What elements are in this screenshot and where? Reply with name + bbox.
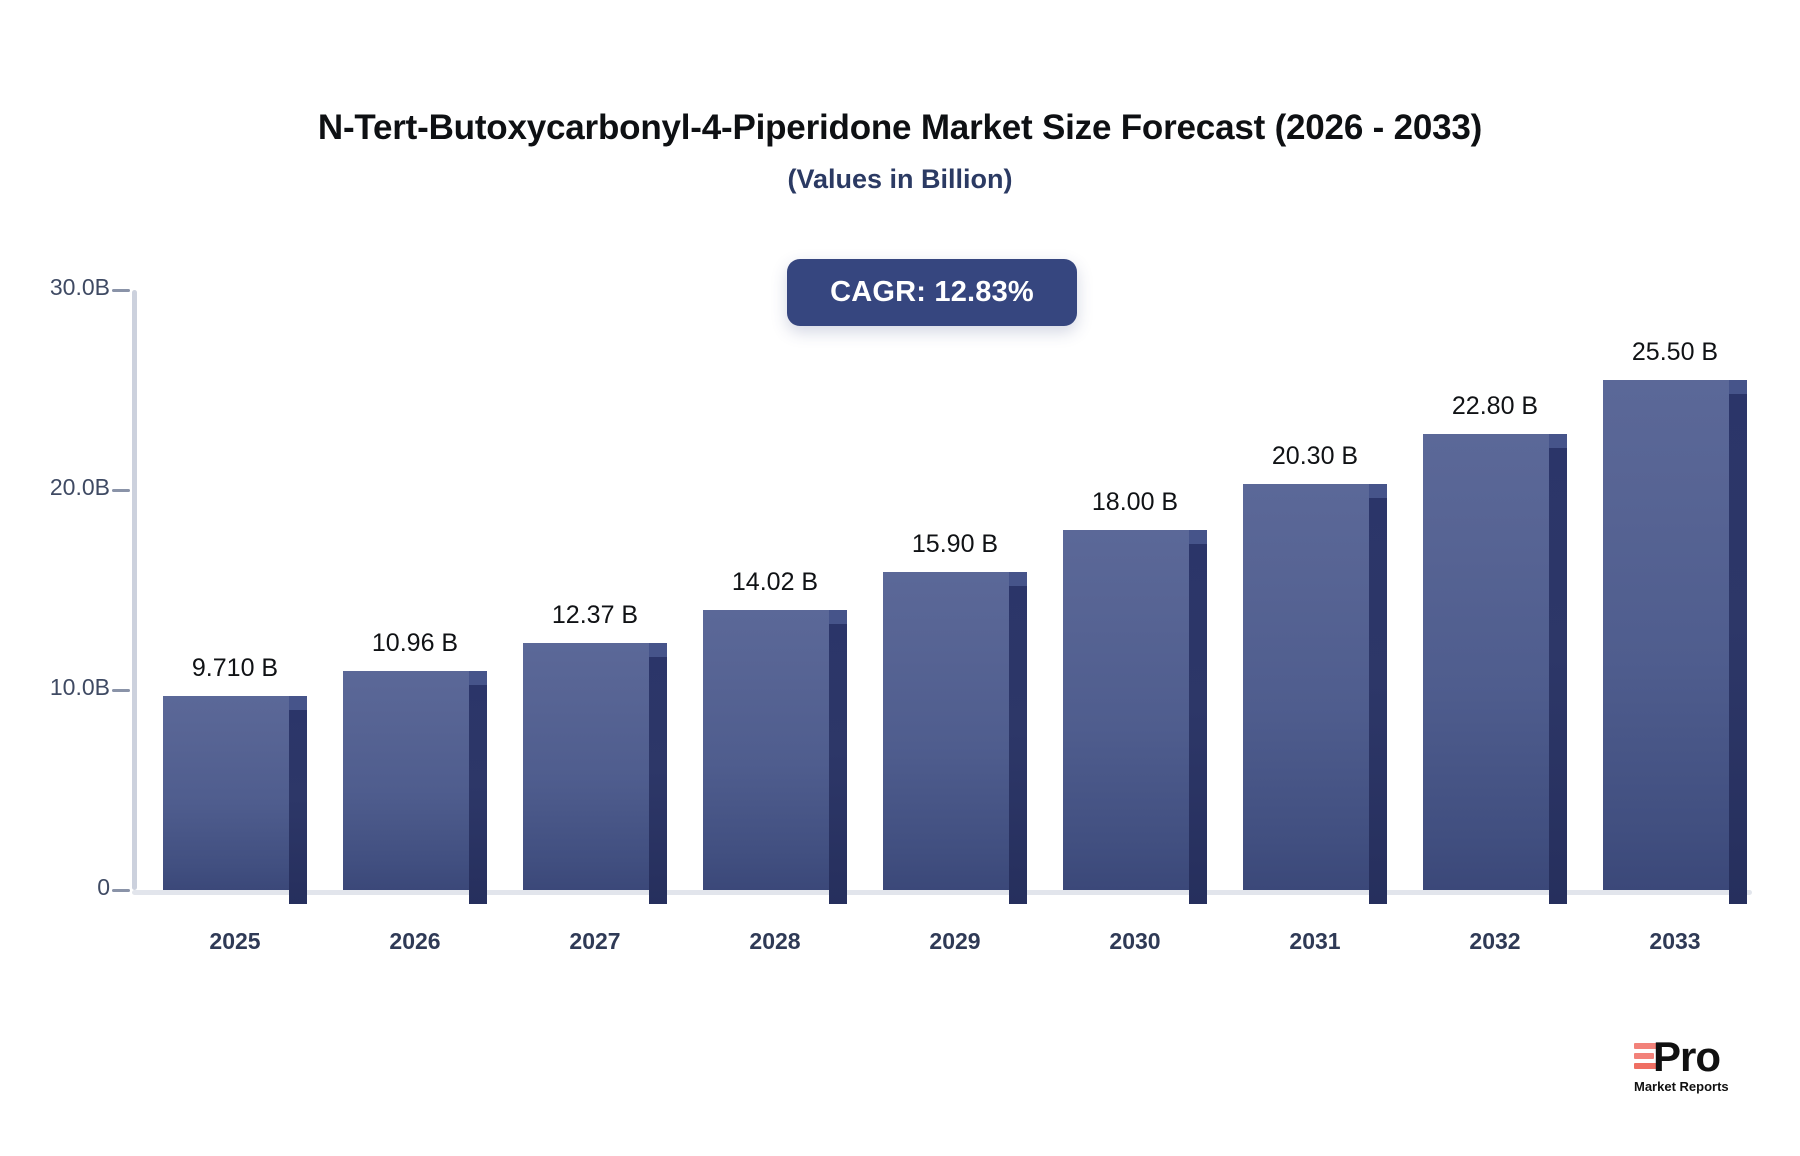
y-axis-tick-label: 0 (97, 874, 110, 900)
x-axis-tick-label: 2026 (389, 928, 441, 954)
bar (343, 670, 487, 904)
bar (1063, 530, 1207, 904)
bar-side-face (469, 684, 487, 904)
bar (883, 572, 1027, 904)
bar (703, 609, 847, 904)
page-title: N-Tert-Butoxycarbonyl-4-Piperidone Marke… (317, 108, 1483, 147)
bar-side-face (1549, 448, 1567, 904)
x-axis-tick-label: 2025 (209, 928, 261, 954)
bar-top-face (829, 609, 847, 624)
plot-area: 30.0B 20.0B 10.0B 0 9.710 B 10.96 B 12.37 B 14… (50, 274, 1752, 904)
y-axis-tick-mark (112, 889, 130, 892)
bar-value-label: 22.80 B (1451, 392, 1539, 420)
bar-side-face (1729, 394, 1747, 904)
bar (523, 642, 667, 904)
bar-front-face (1423, 434, 1549, 890)
bar-top-face (1009, 572, 1027, 586)
bar (1423, 434, 1567, 904)
bar-value-label: 14.02 B (731, 567, 819, 596)
bar-front-face (1243, 484, 1369, 890)
bar-side-face (1189, 544, 1207, 904)
x-axis-line (132, 890, 1752, 895)
bar (163, 695, 307, 904)
logo-wordmark: Pro (1653, 1033, 1721, 1080)
bar-front-face (1063, 530, 1189, 890)
logo-bars-icon (1634, 1043, 1658, 1075)
bar-value-label: 25.50 B (1631, 338, 1719, 366)
chart-subtitle: (Values in Billion) (787, 164, 1013, 195)
bar-side-face (289, 709, 307, 904)
bar-top-face (469, 670, 487, 685)
y-axis-tick-mark (112, 689, 130, 692)
y-axis-tick-mark (112, 289, 130, 292)
bar-front-face (1603, 380, 1729, 890)
logo-tagline: Market Reports (1634, 1079, 1729, 1094)
bar-top-face (1729, 380, 1747, 394)
x-axis-tick-label: 2031 (1289, 928, 1341, 954)
bar-top-face (1369, 484, 1387, 498)
bar (1243, 484, 1387, 904)
bar-side-face (649, 656, 667, 904)
bar-side-face (829, 623, 847, 904)
cagr-badge-label: CAGR: 12.83% (830, 276, 1034, 308)
y-axis-tick-label: 10.0B (49, 674, 110, 700)
bar-front-face (703, 609, 829, 890)
bar-front-face (883, 572, 1009, 890)
bar-front-face (523, 642, 649, 890)
y-axis-tick-mark (112, 489, 130, 492)
x-axis-tick-label: 2033 (1649, 928, 1701, 954)
bar-value-label: 10.96 B (371, 628, 459, 657)
bar-top-face (289, 695, 307, 710)
bar-top-face (1549, 434, 1567, 448)
bar-value-label: 18.00 B (1091, 488, 1179, 516)
bar-front-face (343, 670, 469, 890)
bar-value-label: 15.90 B (911, 530, 999, 558)
bar-value-label: 9.710 B (191, 653, 279, 682)
x-axis-tick-label: 2029 (929, 928, 981, 954)
bar-value-label: 12.37 B (551, 600, 639, 629)
y-axis-line (132, 290, 137, 890)
logo: Pro Market Reports (1634, 1033, 1784, 1101)
bar-top-face (649, 642, 667, 657)
title-block: N-Tert-Butoxycarbonyl-4-Piperidone Marke… (0, 108, 1800, 195)
x-axis-tick-label: 2028 (749, 928, 801, 954)
bar-front-face (163, 695, 289, 890)
x-axis-tick-label: 2027 (569, 928, 621, 954)
cagr-badge: CAGR: 12.83% (787, 259, 1077, 326)
bar-value-label: 20.30 B (1271, 442, 1359, 470)
x-axis-tick-label: 2032 (1469, 928, 1521, 954)
y-axis-tick-label: 20.0B (49, 474, 110, 500)
bar (1603, 380, 1747, 904)
bar-side-face (1369, 498, 1387, 904)
bar-top-face (1189, 530, 1207, 544)
y-axis-tick-label: 30.0B (49, 274, 110, 300)
bar-side-face (1009, 586, 1027, 904)
x-axis-tick-label: 2030 (1109, 928, 1161, 954)
